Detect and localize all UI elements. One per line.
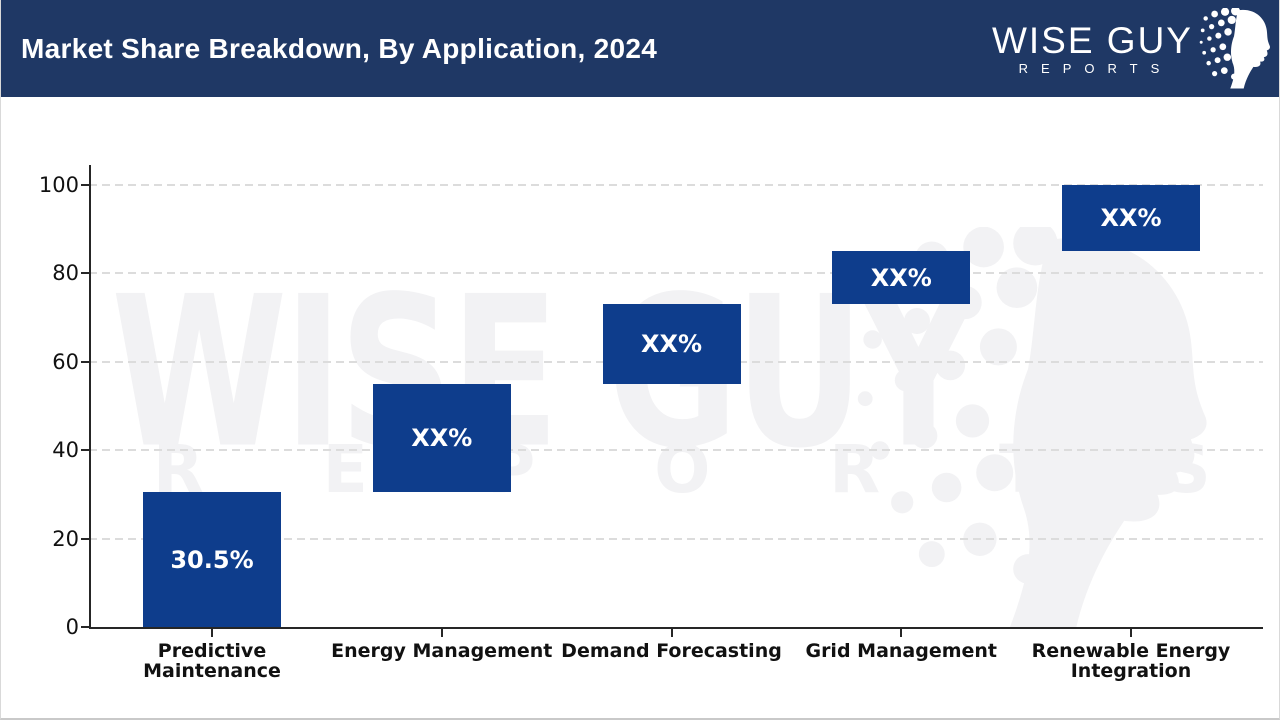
y-tick-label: 60 [52,349,79,374]
y-tick-label: 80 [52,261,79,286]
x-category-label: Renewable Energy Integration [1031,640,1231,682]
x-tick-mark [900,629,903,637]
x-category-label: Grid Management [805,640,998,662]
bar-value-label: XX% [870,263,932,292]
dotted-face-icon [1199,7,1270,89]
x-tick-mark [440,629,443,637]
watermark-subtext: R E P O R T S [153,431,1259,508]
x-category-label: Energy Management [331,640,553,662]
x-category-label: Demand Forecasting [561,640,782,662]
bar-value-label: XX% [1100,204,1162,233]
brand-logo: WISE GUY REPORTS [992,7,1273,90]
bar-segment: XX% [832,251,971,305]
y-tick-mark [81,626,89,628]
y-tick-mark [81,184,89,186]
x-tick-mark [670,629,673,637]
bar-value-label: XX% [411,424,473,453]
grid-line [89,272,1263,275]
grid-line [89,184,1263,186]
y-tick-mark [81,449,89,452]
y-axis-line [89,165,91,629]
bar-segment: 30.5% [143,492,281,627]
grid-line [89,537,1263,540]
y-tick-label: 20 [52,526,79,551]
brand-text: WISE GUY REPORTS [992,22,1193,75]
page-title: Market Share Breakdown, By Application, … [21,32,658,64]
grid-line [89,449,1263,452]
y-tick-mark [81,537,89,540]
chart-area: WISE GUY R E P O R T S 0 20 40 60 80 100 30.5%… [1,97,1279,718]
y-tick-label: 0 [65,615,79,639]
brand-subtitle: REPORTS [1018,61,1173,76]
bar-value-label: XX% [640,330,703,359]
header-bar: Market Share Breakdown, By Application, … [1,0,1279,97]
y-tick-mark [81,360,89,363]
x-axis-line [89,627,1263,629]
bar-value-label: 30.5% [170,545,254,574]
x-tick-mark [211,629,213,637]
bar-segment: XX% [1062,185,1200,252]
y-tick-label: 40 [52,438,79,463]
x-category-label: Predictive Maintenance [143,640,281,682]
y-tick-label: 100 [38,173,79,197]
bar-segment: XX% [602,304,741,384]
bar-segment: XX% [372,383,511,493]
brand-name: WISE GUY [991,20,1193,61]
y-tick-mark [81,272,89,275]
x-tick-mark [1130,629,1132,637]
